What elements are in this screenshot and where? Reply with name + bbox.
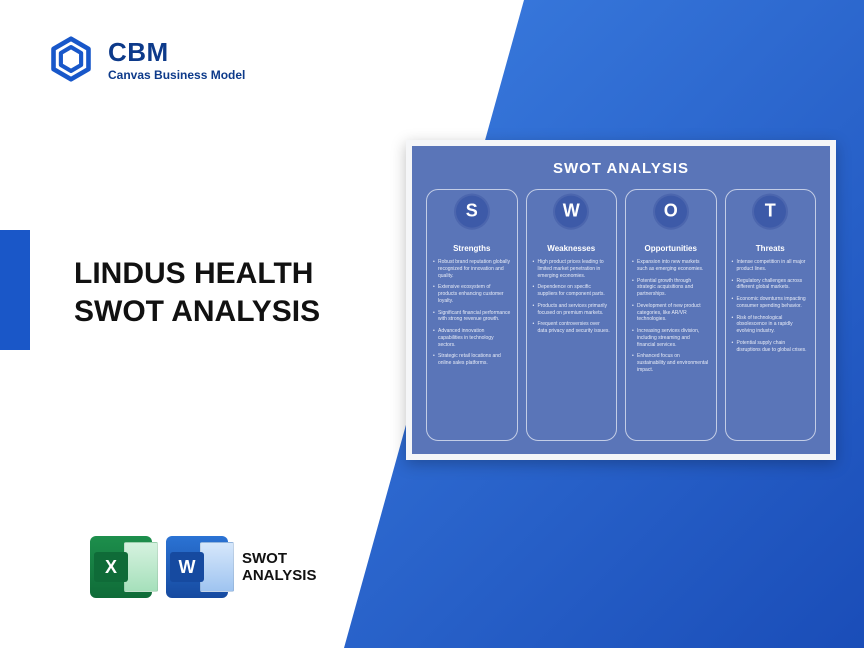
swot-letter: O	[653, 193, 689, 229]
swot-item: Regulatory challenges across different g…	[732, 278, 810, 292]
brand-logo: CBM Canvas Business Model	[48, 36, 245, 82]
brand-full: Canvas Business Model	[108, 68, 245, 82]
swot-letter: T	[752, 193, 788, 229]
swot-item: Risk of technological obsolescence in a …	[732, 315, 810, 335]
left-accent-bar	[0, 230, 30, 350]
swot-items: Intense competition in all major product…	[732, 259, 810, 353]
card-title: SWOT ANALYSIS	[426, 160, 816, 177]
swot-item: Significant financial performance with s…	[433, 310, 511, 324]
page-title: LINDUS HEALTH SWOT ANALYSIS	[74, 255, 320, 330]
swot-items: Expansion into new markets such as emerg…	[632, 259, 710, 374]
title-line-2: SWOT ANALYSIS	[74, 293, 320, 331]
swot-item: Extensive ecosystem of products enhancin…	[433, 284, 511, 304]
footer-label: SWOT ANALYSIS	[242, 550, 316, 585]
swot-item: Dependence on specific suppliers for com…	[533, 284, 611, 298]
swot-item: Intense competition in all major product…	[732, 259, 810, 273]
swot-item: Frequent controversies over data privacy…	[533, 321, 611, 335]
swot-heading: Threats	[732, 244, 810, 253]
swot-item: Strategic retail locations and online sa…	[433, 353, 511, 367]
excel-icon: X	[90, 536, 152, 598]
swot-item: Products and services primarily focused …	[533, 303, 611, 317]
swot-column: O Opportunities Expansion into new markets…	[625, 189, 717, 441]
swot-heading: Opportunities	[632, 244, 710, 253]
swot-items: Robust brand reputation globally recogni…	[433, 259, 511, 367]
swot-letter: W	[553, 193, 589, 229]
swot-heading: Weaknesses	[533, 244, 611, 253]
swot-items: High product prices leading to limited m…	[533, 259, 611, 335]
swot-item: Potential supply chain disruptions due t…	[732, 340, 810, 354]
word-icon: W	[166, 536, 228, 598]
swot-column: W Weaknesses High product prices leading t…	[526, 189, 618, 441]
hexagon-icon	[48, 36, 94, 82]
swot-item: Increasing services division, including …	[632, 328, 710, 348]
title-line-1: LINDUS HEALTH	[74, 255, 320, 293]
swot-item: Advanced innovation capabilities in tech…	[433, 328, 511, 348]
swot-item: Potential growth through strategic acqui…	[632, 278, 710, 298]
swot-item: Development of new product categories, l…	[632, 303, 710, 323]
swot-column: T Threats Intense competition in all major…	[725, 189, 817, 441]
swot-heading: Strengths	[433, 244, 511, 253]
swot-item: High product prices leading to limited m…	[533, 259, 611, 279]
footer-icons: X W SWOT ANALYSIS	[90, 536, 316, 598]
swot-item: Expansion into new markets such as emerg…	[632, 259, 710, 273]
swot-item: Robust brand reputation globally recogni…	[433, 259, 511, 279]
brand-abbr: CBM	[108, 37, 245, 68]
swot-column: S Strengths Robust brand reputation global…	[426, 189, 518, 441]
swot-card: SWOT ANALYSIS S Strengths Robust brand rep…	[406, 140, 836, 460]
swot-letter: S	[454, 193, 490, 229]
swot-item: Enhanced focus on sustainability and env…	[632, 353, 710, 373]
swot-item: Economic downturns impacting consumer sp…	[732, 296, 810, 310]
